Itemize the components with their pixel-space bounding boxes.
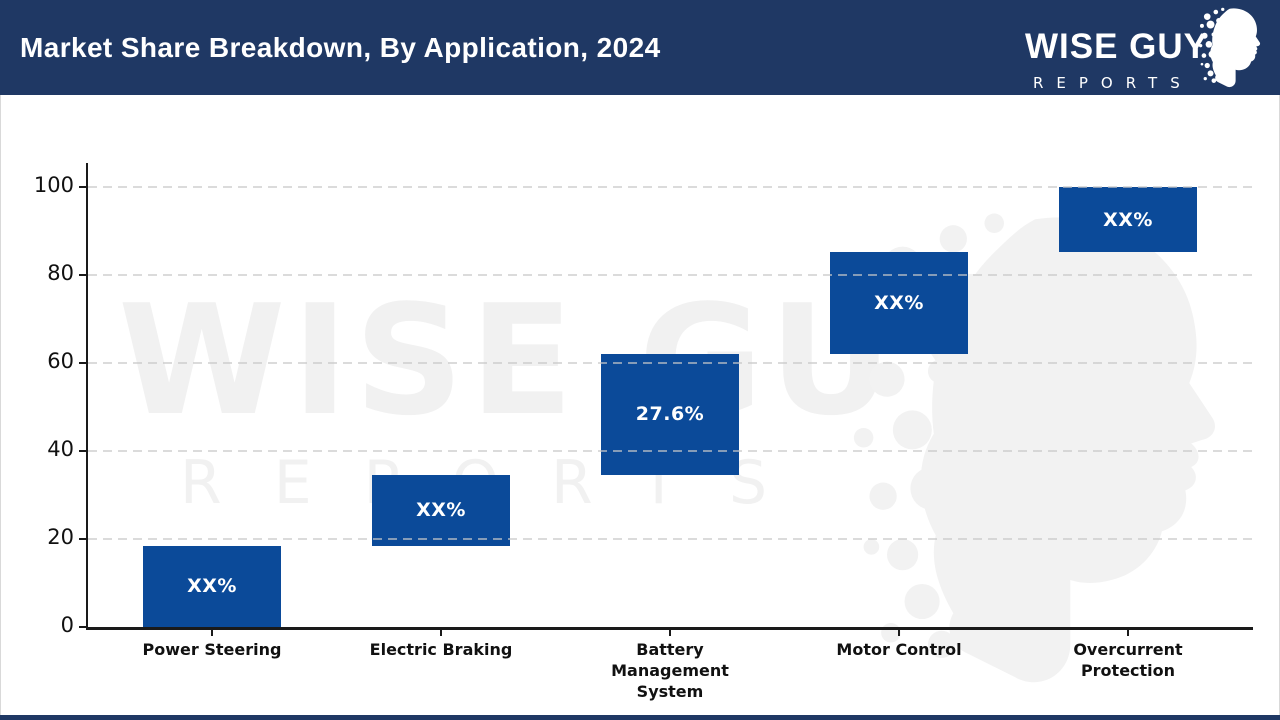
bar-value-label: XX% (416, 499, 466, 522)
y-tick (79, 186, 88, 188)
x-category-label: Battery Management System (611, 640, 729, 701)
x-tick (898, 627, 900, 636)
bar-segment: XX% (372, 475, 510, 546)
x-tick (440, 627, 442, 636)
y-tick (79, 626, 88, 628)
y-tick (79, 450, 88, 452)
x-axis-spine (86, 627, 1253, 630)
wiseguy-head-icon (1198, 7, 1261, 88)
bar-value-label: XX% (187, 575, 237, 598)
footer-band (0, 715, 1280, 720)
bar-segment: 27.6% (601, 353, 739, 476)
x-category-label: Power Steering (142, 640, 282, 659)
y-tick (79, 274, 88, 276)
y-tick-label: 20 (47, 525, 74, 549)
x-category-label: Motor Control (836, 640, 962, 659)
gridline (88, 186, 1253, 188)
y-tick (79, 362, 88, 364)
bar-value-label: XX% (1103, 208, 1153, 231)
x-category-label: Electric Braking (369, 640, 513, 659)
bar-segment: XX% (1059, 187, 1197, 253)
y-tick-label: 80 (47, 261, 74, 285)
bar-segment: XX% (143, 545, 281, 627)
brand-logo: WISE GUY REPORTS (1025, 4, 1264, 92)
gridline (88, 450, 1253, 452)
gridline (88, 274, 1253, 276)
brand-name: WISE GUY (1024, 27, 1208, 66)
bar-value-label: XX% (874, 291, 924, 314)
y-tick (79, 538, 88, 540)
x-tick (1127, 627, 1129, 636)
y-tick-label: 0 (60, 613, 74, 637)
gridline (88, 362, 1253, 364)
brand-tagline: REPORTS (1032, 74, 1193, 92)
y-tick-label: 60 (47, 349, 74, 373)
y-axis-spine (86, 163, 88, 629)
header-band: Market Share Breakdown, By Application, … (0, 0, 1280, 95)
bar-value-label: 27.6% (635, 403, 705, 426)
page-title: Market Share Breakdown, By Application, … (20, 31, 661, 63)
bar-segment: XX% (830, 252, 968, 354)
y-tick-label: 40 (47, 437, 74, 461)
x-tick (211, 627, 213, 636)
x-tick (669, 627, 671, 636)
y-tick-label: 100 (33, 173, 74, 197)
x-category-label: Overcurrent Protection (1073, 640, 1183, 680)
gridline (88, 538, 1253, 540)
